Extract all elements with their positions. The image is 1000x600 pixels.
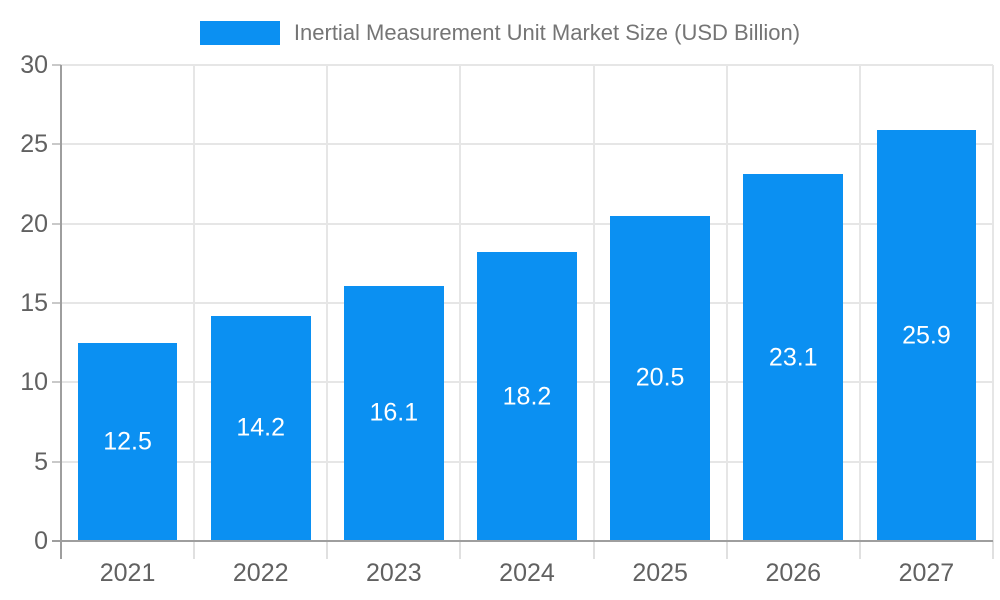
bar-value-label: 18.2 [502, 382, 552, 411]
x-axis-label: 2022 [232, 559, 289, 587]
v-gridline [326, 65, 329, 541]
x-axis-label: 2023 [366, 559, 422, 587]
bar-2023[interactable]: 16.1 [343, 285, 444, 541]
bar-2026[interactable]: 23.1 [743, 174, 844, 541]
v-gridline [858, 65, 861, 541]
bar-2021[interactable]: 12.5 [77, 342, 178, 541]
x-axis-label: 2024 [499, 559, 555, 587]
bar-value-label: 20.5 [635, 363, 685, 392]
v-gridline [725, 65, 728, 541]
x-tick [193, 541, 196, 559]
x-axis-label: 2027 [898, 559, 955, 587]
y-axis-label: 10 [20, 368, 48, 397]
bar-value-label: 25.9 [902, 321, 951, 350]
bar-2022[interactable]: 14.2 [210, 315, 311, 541]
bar-value-label: 14.2 [236, 413, 286, 442]
bar-value-label: 16.1 [369, 398, 419, 427]
x-axis-line [52, 540, 993, 542]
bar-value-label: 12.5 [103, 427, 152, 456]
y-tick [52, 302, 61, 304]
h-gridline [61, 64, 993, 66]
x-tick [725, 541, 728, 559]
x-axis-label: 2026 [765, 559, 822, 587]
legend-swatch [199, 21, 280, 45]
h-gridline [61, 143, 993, 146]
y-tick [52, 381, 61, 384]
v-gridline [992, 65, 994, 541]
y-axis-label: 25 [20, 130, 48, 159]
y-tick [52, 143, 61, 146]
x-tick [326, 541, 329, 559]
y-axis-line [60, 65, 62, 559]
y-tick [52, 222, 61, 225]
y-tick [52, 460, 61, 463]
y-axis-label: 30 [20, 51, 48, 79]
bar-2025[interactable]: 20.5 [610, 215, 711, 541]
x-axis-label: 2025 [632, 559, 688, 587]
x-tick [459, 541, 462, 559]
x-axis-label: 2021 [99, 559, 156, 587]
h-gridline [61, 222, 993, 225]
y-tick [52, 64, 61, 66]
y-axis-label: 20 [20, 209, 48, 238]
legend-label: Inertial Measurement Unit Market Size (U… [293, 20, 801, 45]
y-axis-label: 5 [34, 447, 48, 476]
x-tick [992, 541, 994, 559]
bar-2027[interactable]: 25.9 [876, 130, 977, 541]
v-gridline [193, 65, 196, 541]
v-gridline [459, 65, 462, 541]
legend-item[interactable]: Inertial Measurement Unit Market Size (U… [0, 6, 1000, 60]
y-axis-label: 0 [34, 527, 48, 555]
x-tick [858, 541, 861, 559]
v-gridline [592, 65, 595, 541]
y-axis-label: 15 [20, 289, 48, 317]
x-tick [592, 541, 595, 559]
bar-value-label: 23.1 [768, 343, 818, 372]
bar-2024[interactable]: 18.2 [477, 252, 577, 541]
